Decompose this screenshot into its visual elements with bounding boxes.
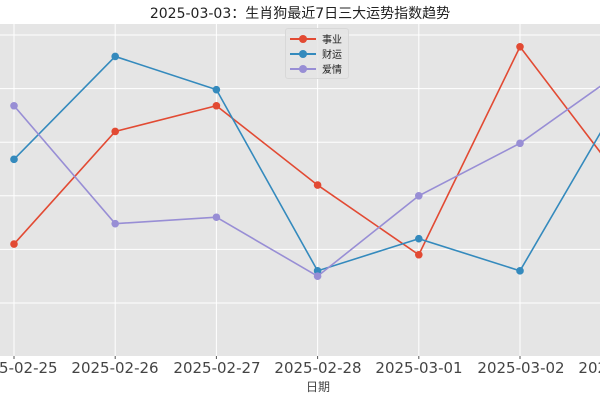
x-tick-label: 2025-02-27: [173, 359, 261, 377]
x-axis-label: 日期: [305, 380, 331, 394]
data-point: [313, 272, 322, 281]
data-point: [415, 250, 423, 259]
data-point: [111, 52, 119, 61]
data-point: [313, 267, 322, 275]
data-point: [111, 127, 119, 136]
legend-label: 爱情: [322, 65, 342, 76]
legend-item-wealth: 财运: [290, 46, 342, 61]
legend-marker-icon: [290, 34, 316, 44]
data-point: [10, 155, 18, 164]
x-tick-label: 2025-02-26: [71, 359, 159, 377]
plot-background: [0, 24, 600, 356]
data-point: [415, 234, 423, 243]
x-ticks: [13, 356, 521, 359]
legend-label: 财运: [322, 50, 342, 61]
x-tick-label: 2025-03-01: [375, 359, 463, 377]
data-point: [415, 192, 423, 200]
data-point: [10, 240, 18, 248]
data-point: [313, 181, 322, 189]
legend-label: 事业: [322, 35, 342, 46]
series-lines: [10, 42, 600, 281]
x-tick-label: 2025-03-02: [477, 359, 565, 377]
legend-item-career: 事业: [290, 31, 342, 46]
legend-item-love: 爱情: [290, 61, 342, 76]
x-tick-label: 2025-03-03: [578, 359, 600, 377]
x-tick-label: 2025-02-28: [274, 359, 362, 377]
data-point: [516, 139, 524, 148]
x-tick-label: 2025-02-25: [0, 359, 58, 377]
data-point: [212, 213, 221, 222]
data-point: [212, 85, 221, 94]
legend: 事业 财运 爱情: [285, 28, 349, 79]
chart-title: 2025-03-03：生肖狗最近7日三大运势指数趋势: [149, 6, 451, 22]
legend-marker-icon: [290, 49, 316, 59]
data-point: [516, 42, 524, 51]
data-point: [212, 101, 221, 110]
data-point: [10, 101, 18, 110]
data-point: [516, 267, 524, 275]
legend-marker-icon: [290, 64, 316, 74]
data-point: [111, 219, 119, 228]
